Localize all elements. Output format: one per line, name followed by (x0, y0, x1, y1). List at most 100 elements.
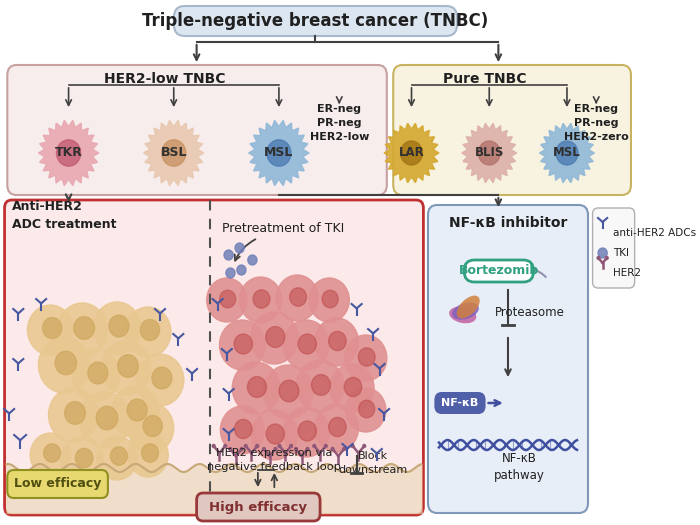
Circle shape (206, 278, 247, 322)
Circle shape (76, 448, 93, 468)
Text: Block
downstream: Block downstream (339, 452, 407, 475)
Circle shape (80, 392, 131, 448)
Circle shape (55, 351, 76, 375)
Circle shape (57, 140, 80, 166)
FancyBboxPatch shape (435, 392, 486, 414)
Circle shape (240, 447, 243, 450)
Circle shape (306, 447, 309, 450)
Circle shape (346, 388, 386, 432)
Circle shape (363, 445, 365, 447)
Circle shape (284, 320, 329, 370)
Circle shape (239, 277, 281, 323)
Circle shape (313, 445, 316, 447)
Circle shape (309, 278, 349, 322)
Text: ER-neg
PR-neg
HER2-low: ER-neg PR-neg HER2-low (309, 104, 369, 142)
Text: NF-κB: NF-κB (442, 398, 479, 408)
Circle shape (478, 141, 500, 165)
Circle shape (251, 312, 298, 364)
Circle shape (322, 290, 338, 308)
Circle shape (141, 320, 160, 341)
Text: MSL: MSL (264, 146, 293, 160)
Circle shape (125, 307, 171, 357)
Polygon shape (38, 120, 99, 186)
Circle shape (290, 288, 307, 306)
Circle shape (111, 447, 127, 465)
Circle shape (38, 337, 90, 393)
Text: HER2 expression via
negative feedback loop: HER2 expression via negative feedback lo… (207, 448, 342, 471)
Text: Pure TNBC: Pure TNBC (443, 72, 526, 86)
Circle shape (597, 257, 600, 259)
Circle shape (224, 445, 227, 447)
Circle shape (62, 437, 104, 483)
Circle shape (43, 318, 62, 339)
Text: Bortezomib: Bortezomib (458, 265, 539, 278)
FancyBboxPatch shape (464, 260, 533, 282)
Circle shape (606, 257, 608, 259)
Circle shape (274, 447, 277, 450)
Circle shape (224, 250, 233, 260)
Circle shape (598, 248, 607, 258)
Circle shape (330, 364, 374, 412)
Circle shape (102, 341, 151, 395)
Circle shape (351, 445, 354, 447)
Polygon shape (248, 120, 309, 186)
Circle shape (314, 404, 358, 452)
Text: BLIS: BLIS (475, 146, 504, 160)
FancyBboxPatch shape (7, 470, 108, 498)
Circle shape (229, 447, 232, 450)
FancyBboxPatch shape (7, 65, 387, 195)
Circle shape (97, 436, 137, 480)
Circle shape (344, 377, 362, 396)
Circle shape (295, 447, 298, 450)
Circle shape (74, 317, 95, 339)
Circle shape (111, 386, 159, 438)
Text: NF-κB inhibitor: NF-κB inhibitor (449, 216, 567, 230)
Polygon shape (462, 123, 517, 183)
Circle shape (57, 303, 107, 357)
Circle shape (136, 354, 184, 406)
Text: MSL: MSL (553, 146, 581, 160)
Circle shape (256, 445, 258, 447)
Circle shape (220, 320, 265, 370)
FancyBboxPatch shape (428, 205, 588, 513)
Circle shape (358, 400, 375, 418)
Circle shape (251, 410, 298, 460)
Circle shape (43, 444, 61, 462)
Circle shape (556, 141, 578, 165)
Text: LAR: LAR (398, 146, 424, 160)
Circle shape (329, 417, 346, 437)
Circle shape (220, 290, 236, 308)
Circle shape (127, 399, 147, 421)
Circle shape (226, 268, 235, 278)
Circle shape (220, 406, 265, 454)
FancyBboxPatch shape (393, 65, 631, 195)
Text: Anti-HER2
ADC treatment: Anti-HER2 ADC treatment (12, 201, 116, 232)
Circle shape (109, 315, 129, 337)
Circle shape (263, 365, 313, 419)
Text: NF-κB
pathway: NF-κB pathway (494, 452, 545, 482)
Circle shape (298, 421, 316, 441)
Circle shape (262, 447, 265, 450)
Circle shape (235, 243, 244, 253)
Circle shape (312, 375, 330, 395)
Circle shape (400, 141, 423, 165)
Circle shape (162, 140, 186, 166)
Circle shape (64, 402, 85, 424)
Circle shape (152, 367, 172, 389)
Circle shape (358, 348, 375, 366)
Circle shape (128, 433, 168, 477)
Text: High efficacy: High efficacy (209, 500, 307, 513)
Circle shape (232, 362, 280, 414)
Circle shape (314, 318, 358, 366)
Circle shape (329, 331, 346, 351)
Polygon shape (144, 120, 204, 186)
Circle shape (237, 265, 246, 275)
Ellipse shape (456, 296, 480, 319)
Ellipse shape (449, 307, 476, 323)
Circle shape (141, 444, 158, 462)
Circle shape (234, 334, 253, 354)
Circle shape (88, 362, 108, 384)
Circle shape (325, 445, 327, 447)
FancyBboxPatch shape (197, 493, 320, 521)
Circle shape (331, 447, 334, 450)
